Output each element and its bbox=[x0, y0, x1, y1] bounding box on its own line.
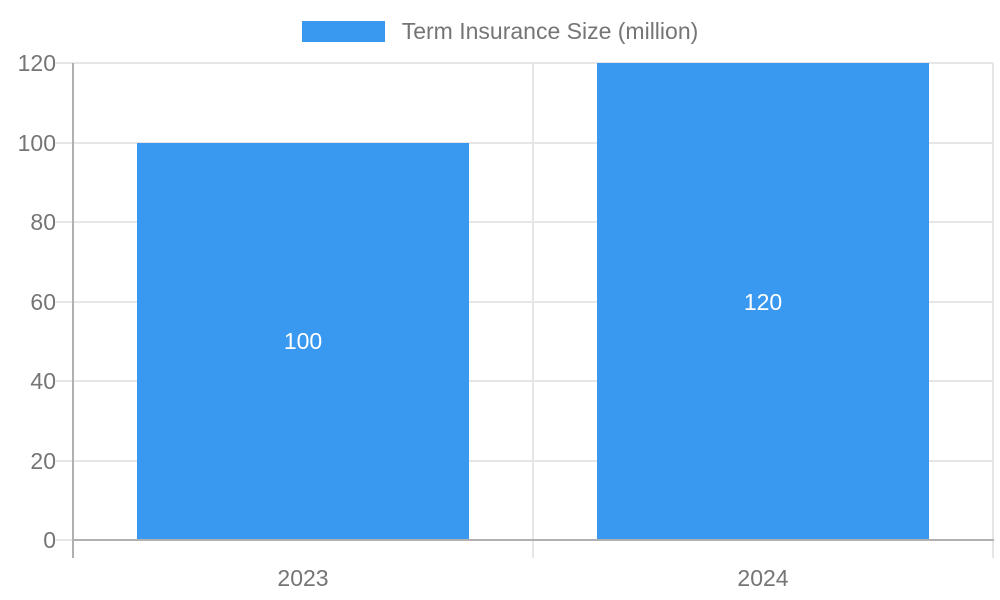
y-tick bbox=[56, 539, 73, 541]
y-axis-line bbox=[72, 63, 74, 558]
legend-item[interactable]: Term Insurance Size (million) bbox=[0, 18, 1000, 45]
x-tick bbox=[532, 540, 534, 558]
bar-value-label: 100 bbox=[283, 328, 323, 355]
x-tick-label: 2023 bbox=[277, 565, 329, 591]
legend-swatch bbox=[301, 21, 385, 42]
y-tick-label: 60 bbox=[30, 288, 56, 315]
y-tick bbox=[56, 62, 73, 64]
y-tick bbox=[56, 221, 73, 223]
y-tick bbox=[56, 141, 73, 144]
x-tick-label: 2024 bbox=[737, 565, 789, 591]
y-tick-label: 20 bbox=[30, 447, 56, 474]
y-tick bbox=[56, 300, 73, 303]
y-tick bbox=[56, 459, 73, 462]
y-tick bbox=[56, 380, 73, 382]
legend-label: Term Insurance Size (million) bbox=[401, 18, 699, 44]
y-tick-label: 120 bbox=[17, 50, 56, 76]
bar-value-label: 120 bbox=[743, 288, 783, 315]
y-tick-label: 80 bbox=[30, 209, 56, 235]
x-tick bbox=[992, 540, 994, 558]
y-tick-label: 0 bbox=[43, 527, 56, 553]
y-tick-label: 40 bbox=[30, 368, 56, 394]
bar[interactable] bbox=[137, 142, 469, 540]
y-tick-label: 100 bbox=[17, 129, 56, 156]
x-axis-line bbox=[72, 539, 994, 541]
x-category-gridline bbox=[992, 63, 994, 540]
bar[interactable] bbox=[597, 63, 929, 540]
x-category-gridline bbox=[532, 63, 534, 540]
